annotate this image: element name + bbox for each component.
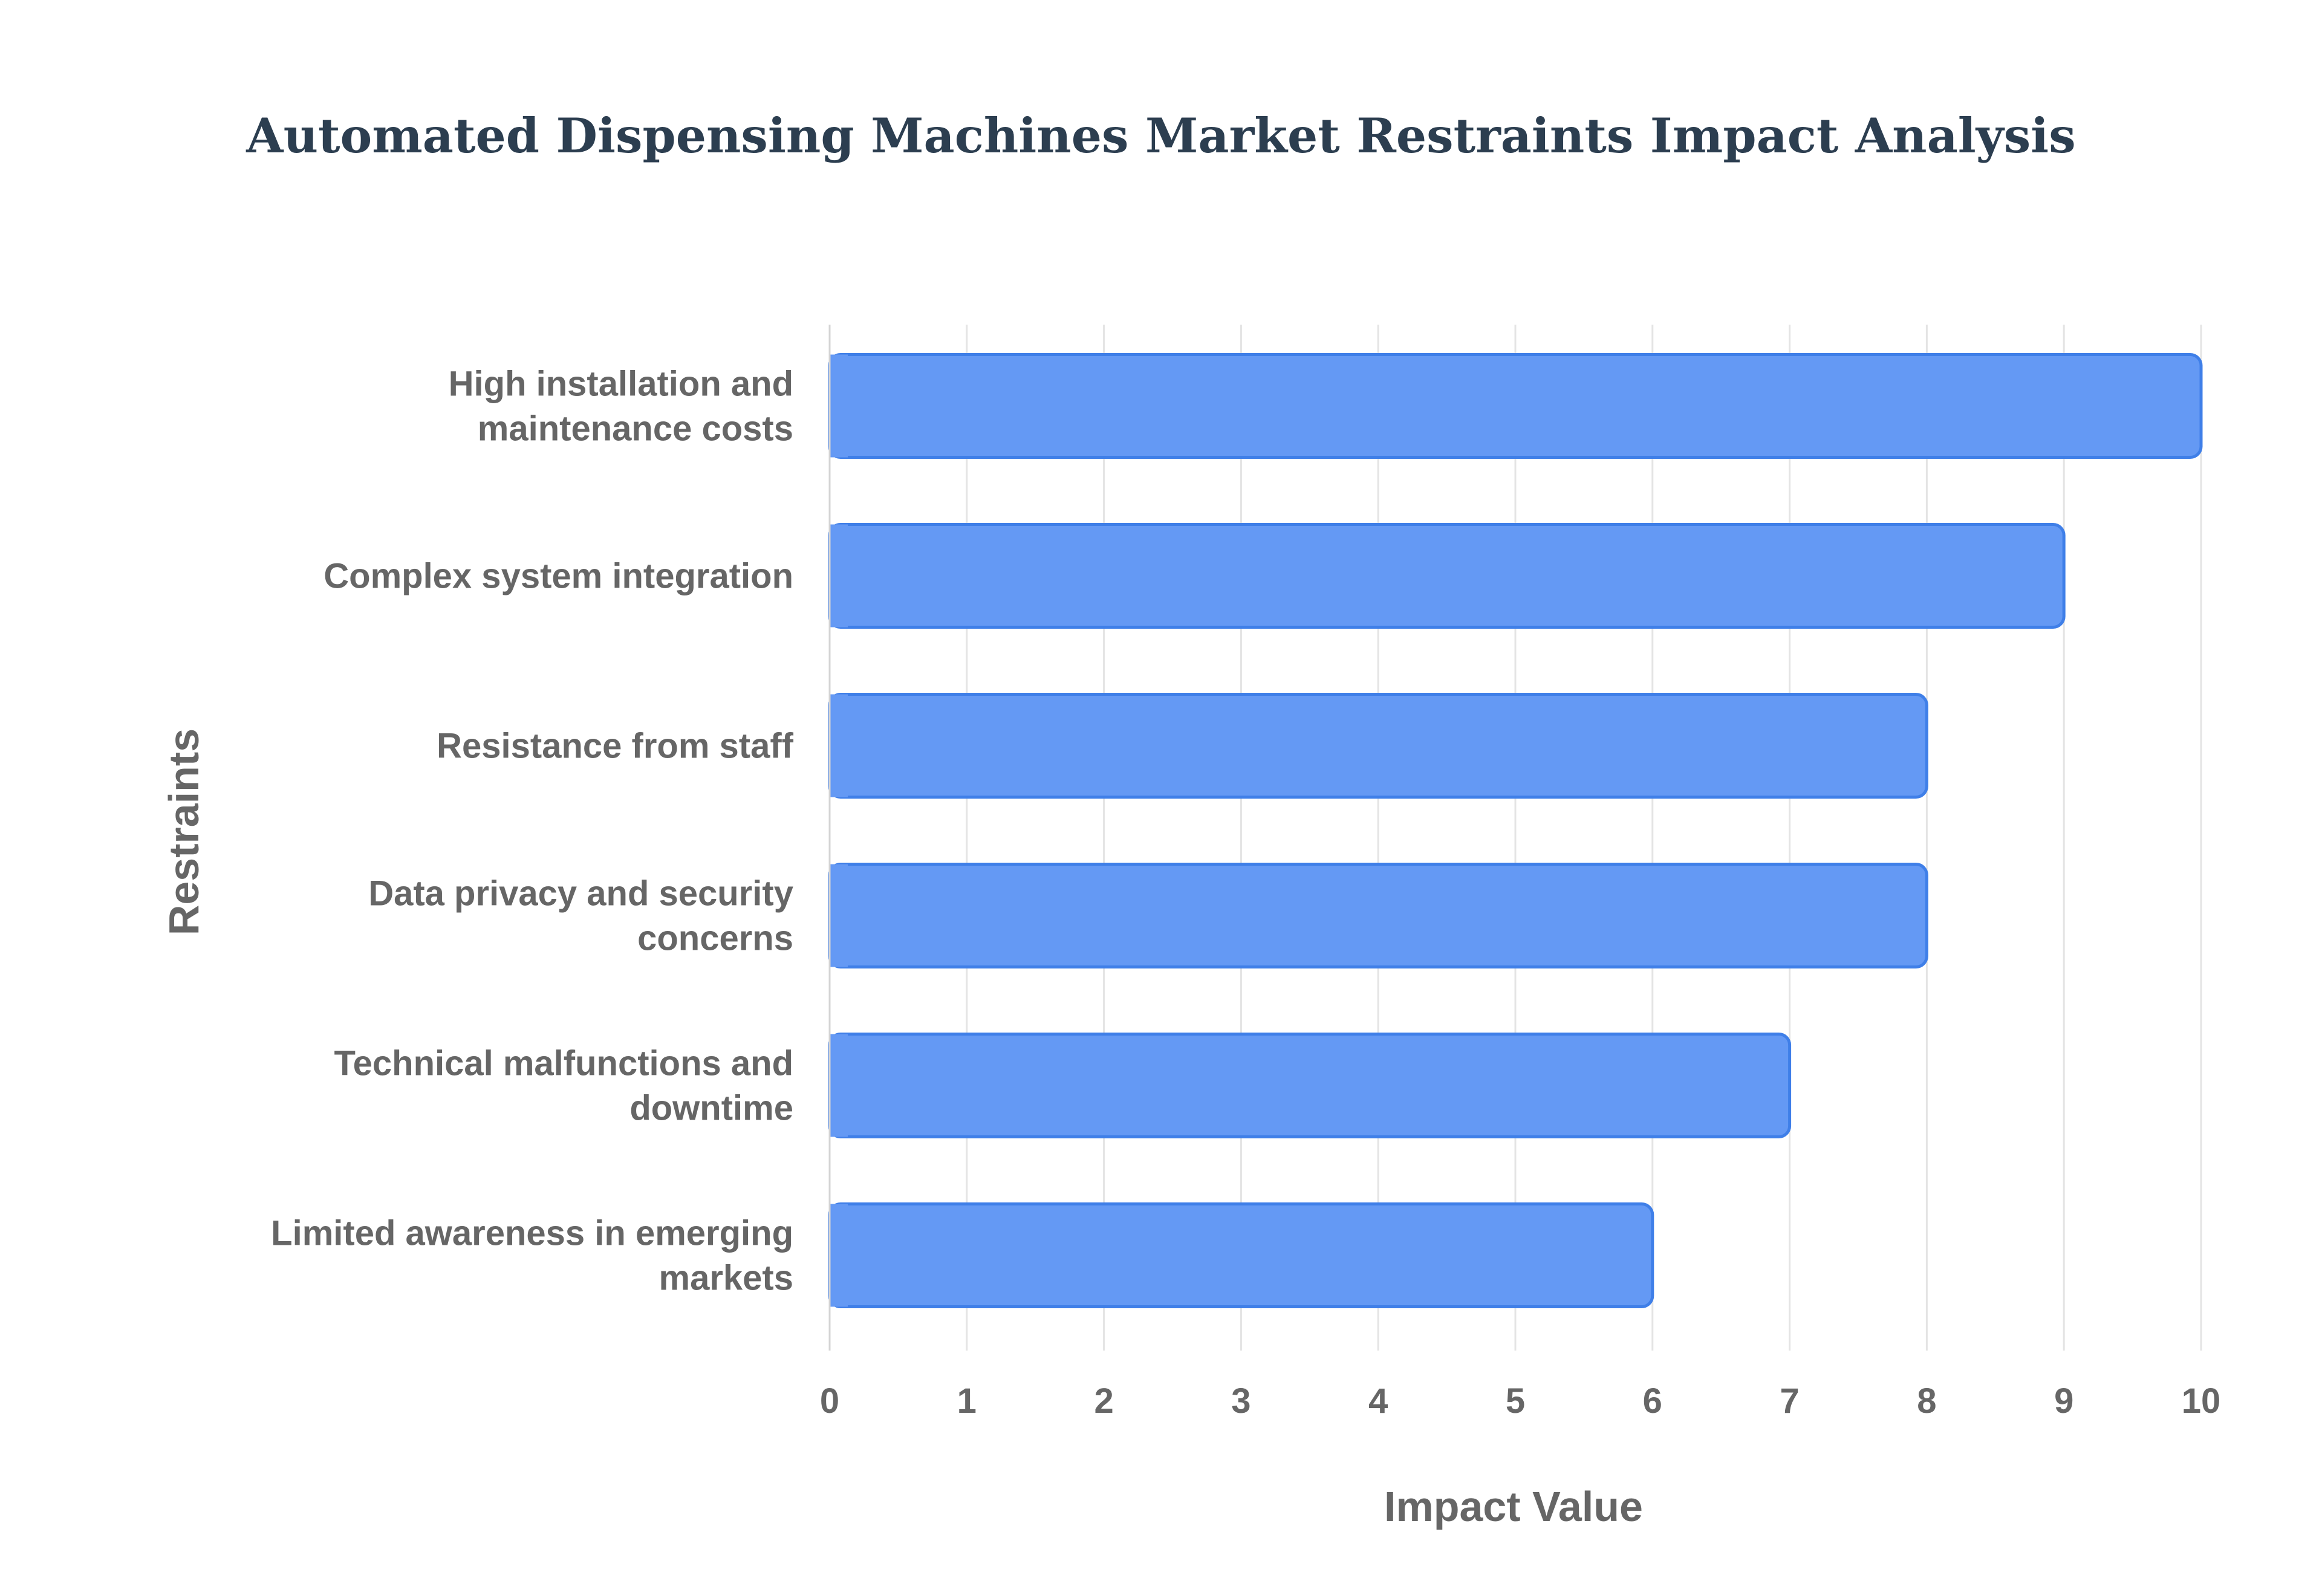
category-label-6: Limited awareness in emerging markets [271, 1214, 793, 1298]
x-tick-label-0: 0 [820, 1381, 839, 1421]
x-tick-label-3: 3 [1231, 1381, 1250, 1421]
x-tick-labels: 0 1 2 3 4 5 6 7 8 9 10 [820, 1381, 2220, 1421]
x-tick-label-5: 5 [1506, 1381, 1525, 1421]
bars [828, 353, 2203, 1308]
bar-3 [828, 693, 1928, 799]
x-tick-label-7: 7 [1780, 1381, 1799, 1421]
category-labels: High installation and maintenance costs Co… [271, 365, 794, 1298]
x-tick-label-4: 4 [1368, 1381, 1388, 1421]
x-tick-label-1: 1 [957, 1381, 977, 1421]
bar-2 [828, 523, 2066, 629]
bar-1 [828, 353, 2203, 459]
x-tick-label-6: 6 [1643, 1381, 1662, 1421]
category-label-4-line-2: concerns [637, 919, 793, 958]
x-tick-label-9: 9 [2054, 1381, 2073, 1421]
category-label-5: Technical malfunctions and downtime [334, 1044, 794, 1128]
category-label-3: Resistance from staff [437, 727, 794, 766]
y-axis-title: Restraints [160, 728, 207, 935]
bar-2-base [830, 524, 848, 628]
x-tick-label-10: 10 [2182, 1381, 2221, 1421]
chart-title: Automated Dispensing Machines Market Res… [246, 108, 2075, 164]
category-label-4: Data privacy and security concerns [368, 874, 793, 958]
bar-5-base [830, 1034, 848, 1137]
bar-4-base [830, 864, 848, 967]
grid-lines [966, 325, 2202, 1351]
x-tick-label-8: 8 [1917, 1381, 1936, 1421]
category-label-2: Complex system integration [324, 557, 793, 596]
category-label-5-line-1: Technical malfunctions and [334, 1044, 794, 1083]
category-label-1-line-1: High installation and [449, 365, 793, 404]
category-label-3-line-1: Resistance from staff [437, 727, 794, 766]
category-label-1: High installation and maintenance costs [449, 365, 793, 449]
category-label-2-line-1: Complex system integration [324, 557, 793, 596]
bar-3-base [830, 694, 848, 797]
x-axis-title: Impact Value [1384, 1483, 1643, 1530]
x-tick-label-2: 2 [1094, 1381, 1113, 1421]
category-label-1-line-2: maintenance costs [478, 409, 793, 449]
category-label-6-line-2: markets [659, 1259, 793, 1298]
bar-6-base [830, 1204, 848, 1307]
category-label-6-line-1: Limited awareness in emerging [271, 1214, 793, 1253]
bar-6 [828, 1202, 1654, 1308]
category-label-4-line-1: Data privacy and security [368, 874, 793, 913]
bar-4 [828, 863, 1928, 968]
bar-1-base [830, 354, 848, 458]
bar-5 [828, 1033, 1792, 1138]
category-label-5-line-2: downtime [629, 1089, 793, 1128]
